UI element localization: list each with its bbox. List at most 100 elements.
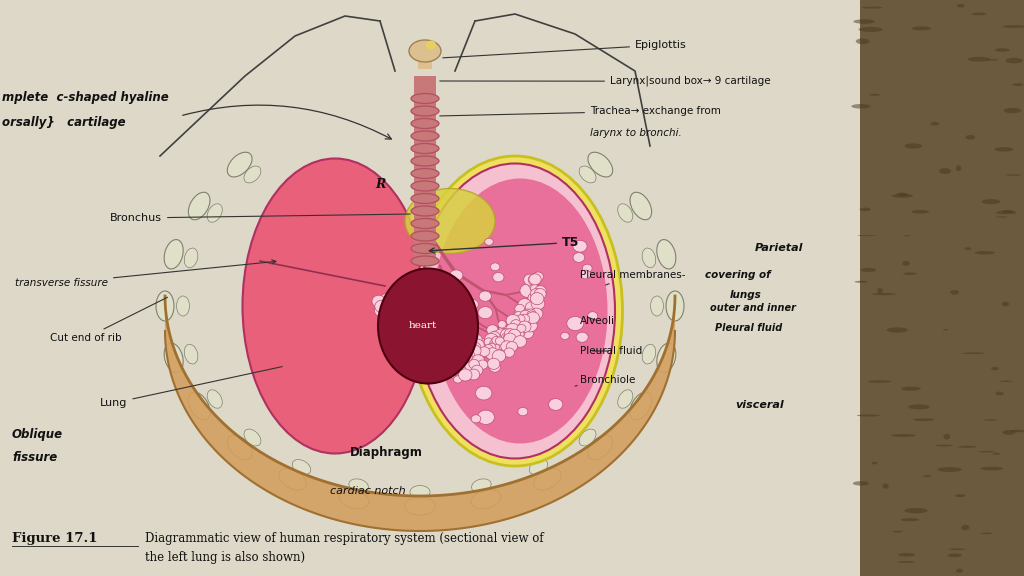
Ellipse shape bbox=[406, 327, 414, 335]
Ellipse shape bbox=[411, 231, 439, 241]
Ellipse shape bbox=[490, 263, 500, 271]
Ellipse shape bbox=[508, 329, 516, 337]
Ellipse shape bbox=[935, 445, 953, 446]
Ellipse shape bbox=[531, 298, 545, 310]
Ellipse shape bbox=[388, 318, 401, 330]
Ellipse shape bbox=[451, 361, 465, 374]
Ellipse shape bbox=[423, 326, 434, 336]
Ellipse shape bbox=[511, 328, 524, 340]
Ellipse shape bbox=[422, 354, 431, 362]
Ellipse shape bbox=[903, 272, 916, 275]
Ellipse shape bbox=[506, 342, 517, 352]
Ellipse shape bbox=[468, 345, 481, 357]
Ellipse shape bbox=[432, 328, 441, 336]
Ellipse shape bbox=[535, 289, 546, 300]
Ellipse shape bbox=[434, 358, 442, 366]
Ellipse shape bbox=[499, 332, 508, 340]
Ellipse shape bbox=[978, 451, 995, 452]
Ellipse shape bbox=[411, 143, 439, 153]
Ellipse shape bbox=[227, 152, 252, 177]
Ellipse shape bbox=[468, 350, 480, 361]
Ellipse shape bbox=[583, 264, 592, 272]
Ellipse shape bbox=[244, 166, 261, 183]
Ellipse shape bbox=[438, 347, 447, 355]
Ellipse shape bbox=[955, 165, 962, 171]
Ellipse shape bbox=[464, 350, 474, 359]
Ellipse shape bbox=[498, 325, 508, 335]
Ellipse shape bbox=[561, 332, 569, 339]
Ellipse shape bbox=[511, 320, 521, 329]
Ellipse shape bbox=[375, 300, 388, 313]
Ellipse shape bbox=[441, 325, 451, 334]
Ellipse shape bbox=[461, 354, 470, 362]
Ellipse shape bbox=[975, 251, 995, 255]
Ellipse shape bbox=[425, 365, 434, 374]
Ellipse shape bbox=[994, 147, 1014, 151]
Ellipse shape bbox=[349, 479, 369, 492]
Ellipse shape bbox=[867, 380, 892, 383]
Bar bbox=[414, 76, 436, 261]
Ellipse shape bbox=[411, 181, 439, 191]
Ellipse shape bbox=[243, 158, 427, 453]
Ellipse shape bbox=[408, 309, 419, 320]
Ellipse shape bbox=[991, 367, 998, 370]
Ellipse shape bbox=[514, 336, 526, 347]
Ellipse shape bbox=[484, 340, 493, 348]
Ellipse shape bbox=[1011, 430, 1024, 432]
Ellipse shape bbox=[530, 308, 543, 320]
Ellipse shape bbox=[207, 204, 222, 222]
Ellipse shape bbox=[459, 336, 470, 346]
Ellipse shape bbox=[939, 168, 951, 174]
Ellipse shape bbox=[435, 335, 444, 343]
Ellipse shape bbox=[516, 315, 525, 323]
Ellipse shape bbox=[577, 332, 588, 342]
Ellipse shape bbox=[452, 351, 463, 362]
Ellipse shape bbox=[892, 194, 913, 198]
Ellipse shape bbox=[642, 344, 655, 364]
Text: Trachea→ exchange from: Trachea→ exchange from bbox=[439, 106, 721, 116]
Ellipse shape bbox=[482, 339, 493, 348]
Ellipse shape bbox=[421, 328, 435, 340]
Ellipse shape bbox=[892, 530, 903, 533]
Ellipse shape bbox=[411, 244, 439, 253]
Ellipse shape bbox=[386, 299, 396, 308]
Ellipse shape bbox=[853, 481, 868, 486]
Ellipse shape bbox=[392, 316, 401, 323]
Ellipse shape bbox=[279, 468, 306, 490]
Ellipse shape bbox=[471, 490, 501, 509]
Ellipse shape bbox=[453, 348, 463, 357]
Ellipse shape bbox=[526, 312, 540, 324]
Ellipse shape bbox=[492, 336, 501, 344]
Ellipse shape bbox=[408, 156, 623, 466]
Ellipse shape bbox=[406, 188, 495, 253]
Ellipse shape bbox=[411, 156, 439, 166]
Text: orsally}   cartilage: orsally} cartilage bbox=[2, 116, 126, 129]
Ellipse shape bbox=[1013, 83, 1023, 86]
Ellipse shape bbox=[504, 333, 516, 344]
Ellipse shape bbox=[450, 348, 462, 359]
Ellipse shape bbox=[431, 361, 443, 372]
Ellipse shape bbox=[535, 286, 547, 296]
Ellipse shape bbox=[525, 309, 538, 320]
Text: fissure: fissure bbox=[12, 451, 57, 464]
Text: cardiac notch: cardiac notch bbox=[330, 486, 406, 496]
Ellipse shape bbox=[1006, 175, 1022, 176]
Text: Diagrammatic view of human respiratory system (sectional view of: Diagrammatic view of human respiratory s… bbox=[145, 532, 544, 545]
Ellipse shape bbox=[549, 399, 563, 410]
Ellipse shape bbox=[666, 291, 684, 321]
Ellipse shape bbox=[534, 468, 561, 490]
Ellipse shape bbox=[446, 312, 455, 319]
Ellipse shape bbox=[375, 304, 387, 316]
Ellipse shape bbox=[424, 350, 437, 361]
Ellipse shape bbox=[499, 329, 512, 342]
Text: Pleural fluid: Pleural fluid bbox=[580, 346, 642, 356]
Ellipse shape bbox=[393, 316, 404, 326]
Text: covering of: covering of bbox=[705, 270, 771, 280]
Ellipse shape bbox=[497, 329, 507, 338]
Text: R: R bbox=[375, 178, 385, 191]
Ellipse shape bbox=[489, 331, 502, 342]
Ellipse shape bbox=[406, 315, 419, 327]
Ellipse shape bbox=[897, 192, 908, 196]
Ellipse shape bbox=[869, 94, 881, 96]
Ellipse shape bbox=[477, 360, 487, 369]
